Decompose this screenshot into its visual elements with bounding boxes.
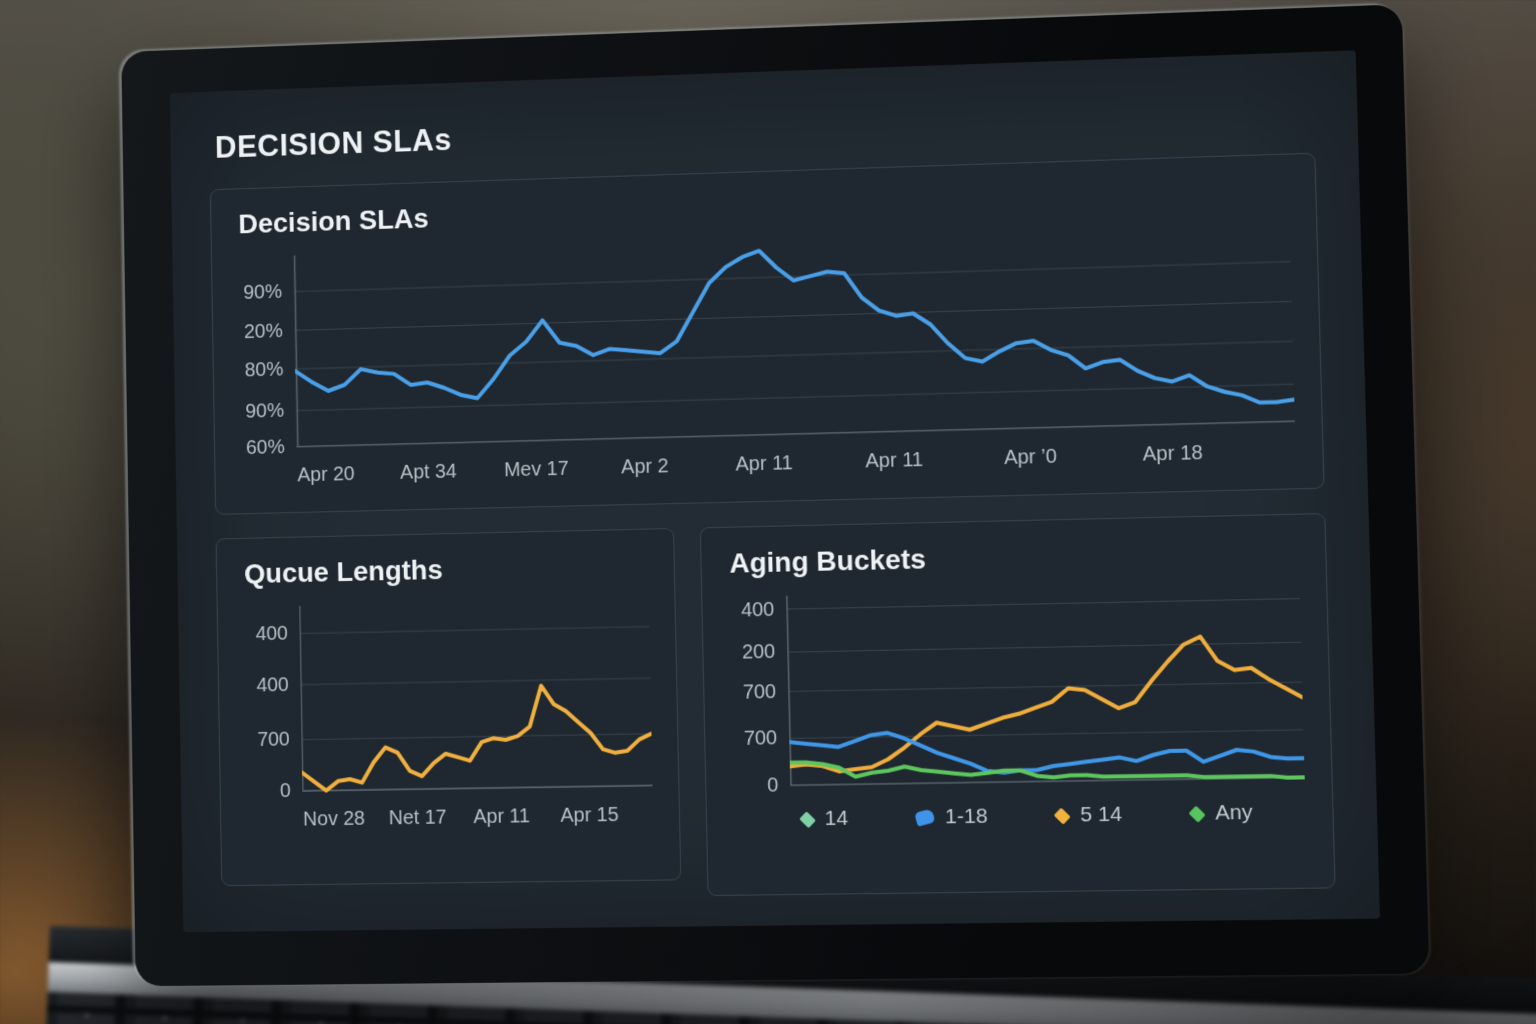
y-axis-tick: 60% — [245, 435, 285, 459]
y-axis-tick: 700 — [743, 727, 778, 750]
panel-aging-buckets: Aging Buckets 400 200 700 700 0 14 1-18 5 14 An… — [699, 513, 1336, 897]
x-axis-tick: Nov 28 — [302, 807, 366, 831]
blob-marker-icon — [914, 808, 936, 827]
legend-item-1-18[interactable]: 1-18 — [914, 804, 988, 830]
y-axis-tick: 700 — [742, 680, 777, 703]
x-axis-tick: Net 17 — [388, 806, 447, 830]
page-title: DECISION SLAs — [214, 122, 453, 165]
y-axis-tick: 0 — [766, 773, 779, 797]
y-axis-tick: 700 — [257, 728, 290, 751]
y-axis-tick: 400 — [256, 673, 289, 696]
y-axis-tick: 0 — [279, 779, 291, 802]
legend-item-5-14[interactable]: 5 14 — [1053, 802, 1123, 828]
queue-lengths-chart[interactable] — [299, 595, 653, 798]
x-axis-tick: Apr ’0 — [1003, 445, 1058, 470]
diamond-marker-icon — [1053, 807, 1071, 825]
x-axis-tick: Mev 17 — [503, 457, 569, 482]
x-axis-tick: Apr 18 — [1142, 441, 1204, 466]
decision-slas-chart[interactable] — [293, 221, 1295, 455]
y-axis-tick: 400 — [255, 622, 289, 645]
laptop-screen: DECISION SLAs Decision SLAs 90% 20% 80% 90%… — [169, 50, 1381, 933]
queue-lengths-x-axis: Nov 28 Net 17 Apr 11 Apr 15 — [302, 793, 653, 834]
laptop-keys — [40, 991, 1536, 1024]
decision-slas-plot — [293, 221, 1295, 455]
aging-buckets-y-axis: 400 200 700 700 0 — [728, 593, 790, 797]
x-axis-tick: Apr 11 — [865, 448, 924, 473]
decision-slas-y-axis: 90% 20% 80% 90% 60% — [237, 252, 297, 459]
legend-label: 14 — [824, 806, 849, 831]
aging-buckets-title: Aging Buckets — [729, 543, 927, 579]
y-axis-tick: 20% — [243, 319, 283, 343]
y-axis-tick: 90% — [245, 399, 285, 423]
aging-buckets-chart[interactable] — [786, 582, 1305, 794]
diamond-marker-icon — [1188, 805, 1206, 823]
legend-label: 1-18 — [944, 804, 988, 829]
panel-queue-lengths: Qucue Lengths 400 400 700 0 Nov 28 Net 17 Apr… — [215, 527, 682, 887]
x-axis-tick: Apt 34 — [399, 460, 457, 484]
x-axis-tick: Apr 15 — [560, 803, 619, 827]
queue-lengths-title: Qucue Lengths — [243, 554, 444, 590]
legend-item-Any[interactable]: Any — [1188, 800, 1253, 826]
y-axis-tick: 200 — [741, 640, 776, 664]
diamond-marker-icon — [798, 810, 816, 828]
x-axis-tick: Apr 2 — [621, 455, 669, 479]
x-axis-tick: Apr 11 — [735, 452, 794, 476]
legend-label: Any — [1214, 800, 1253, 825]
laptop-display: DECISION SLAs Decision SLAs 90% 20% 80% 90%… — [121, 4, 1430, 987]
legend-label: 5 14 — [1079, 802, 1123, 827]
dashboard: DECISION SLAs Decision SLAs 90% 20% 80% 90%… — [170, 50, 1380, 932]
x-axis-tick: Apr 11 — [473, 805, 531, 829]
y-axis-tick: 80% — [244, 358, 284, 381]
x-axis-tick: Apr 20 — [297, 463, 355, 487]
queue-lengths-y-axis: 400 400 700 0 — [243, 603, 303, 802]
panel-decision-slas: Decision SLAs 90% 20% 80% 90% 60% Apr 20 Apt … — [209, 152, 1325, 515]
legend-item-14[interactable]: 14 — [798, 806, 849, 832]
queue-lengths-plot — [299, 595, 653, 798]
y-axis-tick: 90% — [243, 280, 283, 304]
y-axis-tick: 400 — [740, 597, 775, 621]
aging-buckets-plot — [786, 582, 1305, 794]
